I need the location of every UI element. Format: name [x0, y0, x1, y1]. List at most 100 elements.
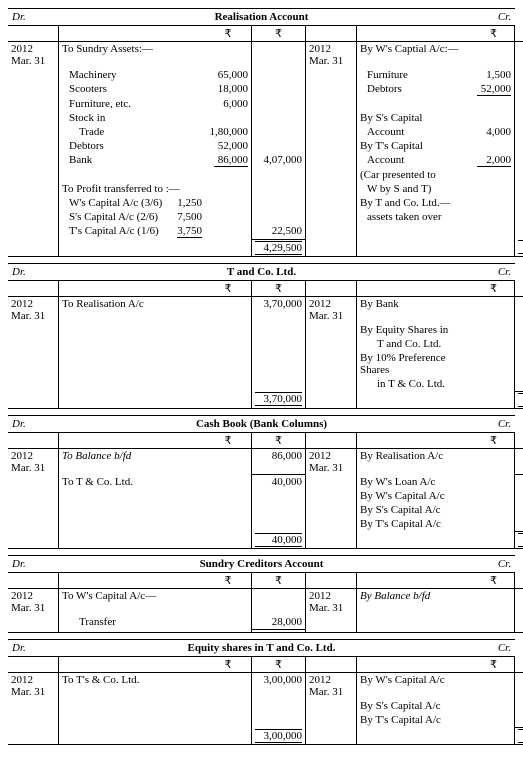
dr-label: Dr.	[8, 9, 46, 25]
total-amount: 3,00,000	[252, 728, 306, 745]
ledger-row: By W's Capital A/c15,000	[8, 489, 523, 503]
sub-amount-cell	[473, 337, 515, 351]
ledger-titlebar: Dr.Realisation AccountCr.	[8, 8, 515, 26]
ledger-row: 2012Mar. 31To W's Capital A/c—2012Mar. 3…	[8, 589, 523, 616]
amount-cell: 86,000	[515, 448, 523, 475]
total-amount: 40,000	[252, 532, 306, 549]
particulars-cell: By T's Capital	[357, 139, 474, 153]
date-cell: 2012Mar. 31	[8, 296, 59, 323]
particulars-cell: By T and Co. Ltd.—	[357, 196, 474, 210]
sub-amount-cell	[205, 182, 252, 196]
amount-cell: 28,000	[515, 589, 523, 616]
ledger-titlebar: Dr.Equity shares in T and Co. Ltd.Cr.	[8, 639, 515, 657]
amount-cell: 75,000	[515, 713, 523, 728]
ledger-row: S's Capital A/c (2/6)7,500assets taken o…	[8, 210, 523, 224]
amount-cell: 22,500	[252, 224, 306, 239]
sub-amount-cell: 86,000	[205, 153, 252, 168]
date-cell: 2012Mar. 31	[306, 673, 357, 700]
ledger-row: By T's Capital A/c7,500	[8, 517, 523, 532]
ledger-row: 2012Mar. 31To Sundry Assets:—2012Mar. 31…	[8, 42, 523, 69]
sub-amount-cell	[473, 489, 515, 503]
amount-cell	[252, 111, 306, 125]
dr-label: Dr.	[8, 264, 46, 280]
particulars-cell: To Realisation A/c	[59, 296, 206, 323]
cr-label: Cr.	[477, 9, 515, 25]
ledger-row: By S's Capital A/c7,500	[8, 503, 523, 517]
total-amount: 4,29,500	[515, 239, 523, 256]
ledger-table: ₹₹₹₹2012Mar. 31To Balance b/fd86,0002012…	[8, 433, 523, 550]
sub-amount-cell	[473, 503, 515, 517]
amount-cell	[515, 323, 523, 337]
particulars-cell: Debtors	[59, 139, 206, 153]
particulars-cell: W by S and T)	[357, 182, 474, 196]
sub-amount-cell: 52,000	[205, 139, 252, 153]
sub-amount-cell	[473, 673, 515, 700]
amount-cell	[252, 196, 306, 210]
date-cell: 2012Mar. 31	[8, 42, 59, 69]
account-title: Cash Book (Bank Columns)	[46, 416, 477, 432]
sub-amount-cell	[205, 168, 252, 182]
amount-cell: 7,500	[515, 517, 523, 532]
sub-amount-cell	[473, 196, 515, 210]
sub-amount-cell	[473, 351, 515, 377]
sub-amount-cell	[473, 448, 515, 475]
sub-amount-cell: 18,000	[205, 82, 252, 97]
particulars-cell: By Realisation A/c	[357, 448, 474, 475]
sub-amount-cell	[205, 615, 252, 630]
sub-amount-cell: 65,000	[205, 68, 252, 82]
ledger-row: 2012Mar. 31To T's & Co. Ltd.3,00,0002012…	[8, 673, 523, 700]
ledger-row: Stock inBy S's Capital	[8, 111, 523, 125]
amount-cell	[252, 139, 306, 153]
amount-cell	[252, 125, 306, 139]
sub-amount-cell	[473, 182, 515, 196]
sub-amount-cell: 4,000	[473, 125, 515, 139]
particulars-cell: By W's Captial A/c:—	[357, 42, 474, 69]
sub-amount-cell	[473, 210, 515, 224]
particulars-cell: By Bank	[357, 296, 474, 323]
cr-label: Cr.	[477, 264, 515, 280]
amount-cell: 6,000	[515, 153, 523, 168]
amount-cell: 1,50,000	[515, 673, 523, 700]
ledger-account: Dr.Equity shares in T and Co. Ltd.Cr.₹₹₹…	[8, 639, 515, 745]
particulars-cell: To Profit transferred to :—	[59, 182, 206, 196]
amount-cell	[252, 97, 306, 111]
sub-amount-cell	[205, 111, 252, 125]
amount-cell	[515, 42, 523, 69]
amount-cell	[515, 111, 523, 125]
ledger-row: W's Capital A/c (3/6)1,250By T and Co. L…	[8, 196, 523, 210]
total-row: 3,70,0003,70,000	[8, 391, 523, 408]
ledger-account: Dr.Cash Book (Bank Columns)Cr.₹₹₹₹2012Ma…	[8, 415, 515, 550]
ledger-row: By T's Capital A/c 75,000	[8, 713, 523, 728]
account-title: Realisation Account	[46, 9, 477, 25]
particulars-cell: Debtors	[357, 82, 474, 97]
particulars-cell: Trade	[59, 125, 206, 139]
ledger-account: Dr.Realisation AccountCr.₹₹₹₹2012Mar. 31…	[8, 8, 515, 257]
particulars-cell: Stock in	[59, 111, 206, 125]
ledger-titlebar: Dr.T and Co. Ltd.Cr.	[8, 263, 515, 281]
account-title: T and Co. Ltd.	[46, 264, 477, 280]
particulars-cell: T and Co. Ltd.	[357, 337, 474, 351]
particulars-cell: By 10% Preference Shares	[357, 351, 474, 377]
amount-cell: 28,000	[252, 615, 306, 630]
amount-cell	[252, 168, 306, 182]
amount-cell	[515, 168, 523, 182]
ledger-row: 2012Mar. 31To Balance b/fd86,0002012Mar.…	[8, 448, 523, 475]
ledger-titlebar: Dr.Sundry Creditors AccountCr.	[8, 555, 515, 573]
amount-cell: 75,000	[515, 699, 523, 713]
amount-cell: 3,70,000	[252, 296, 306, 323]
cr-label: Cr.	[477, 556, 515, 572]
amount-cell	[515, 139, 523, 153]
sub-amount-cell	[473, 42, 515, 69]
particulars-cell: Transfer	[59, 615, 206, 630]
ledger-row: To T & Co. Ltd.40,000By W's Loan A/c10,0…	[8, 475, 523, 490]
particulars-cell: By S's Capital A/c	[357, 503, 474, 517]
amount-cell	[515, 351, 523, 377]
sub-amount-cell	[205, 448, 252, 475]
sub-amount-cell	[473, 589, 515, 616]
particulars-cell: By T's Capital A/c	[357, 713, 474, 728]
ledger-table: ₹₹₹₹2012Mar. 31To T's & Co. Ltd.3,00,000…	[8, 657, 523, 745]
ledger-row: By Equity Shares in	[8, 323, 523, 337]
sub-amount-cell: 1,500	[473, 68, 515, 82]
particulars-cell: Account	[357, 153, 474, 168]
ledger-table: ₹₹₹₹2012Mar. 31To W's Capital A/c—2012Ma…	[8, 573, 523, 633]
